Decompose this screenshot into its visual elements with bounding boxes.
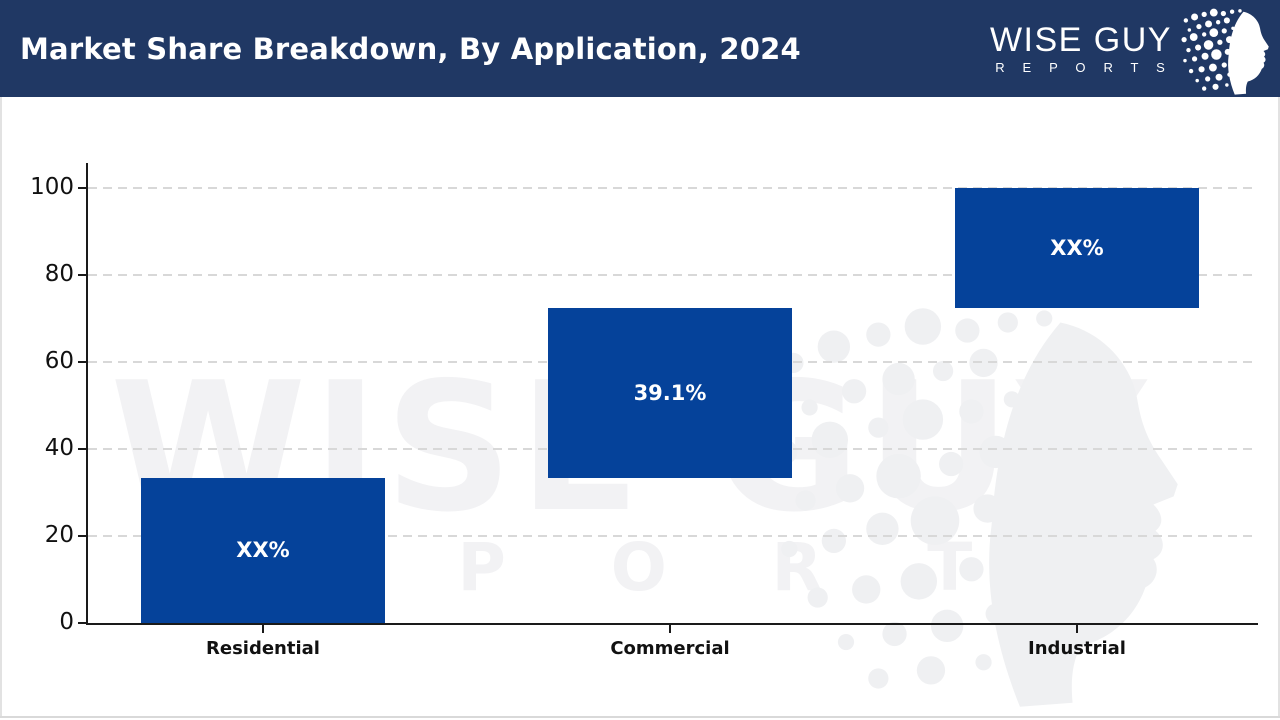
y-tick-label-0: 0	[59, 609, 74, 635]
bar-value-label-residential: XX%	[236, 538, 290, 563]
y-axis-line	[86, 163, 88, 625]
x-tickmark-commercial	[669, 625, 671, 633]
x-tickmark-industrial	[1076, 625, 1078, 633]
brand-name: WISE GUY	[989, 20, 1172, 59]
x-category-label-commercial: Commercial	[610, 638, 730, 659]
gridline-y-80	[88, 274, 1256, 276]
bar-value-label-commercial: 39.1%	[633, 380, 707, 405]
bottom-divider	[0, 716, 1280, 718]
x-tickmark-residential	[262, 625, 264, 633]
header-bar: Market Share Breakdown, By Application, …	[0, 0, 1280, 97]
x-category-label-industrial: Industrial	[1028, 638, 1126, 659]
x-axis-line	[86, 623, 1258, 625]
y-tickmark-20	[78, 535, 86, 537]
bar-industrial: XX%	[955, 188, 1199, 308]
page-title: Market Share Breakdown, By Application, …	[20, 31, 801, 66]
y-tickmark-0	[78, 622, 86, 624]
gridline-y-20	[88, 535, 1256, 537]
brand-logo: WISE GUY R E P O R T S	[990, 0, 1280, 97]
brand-subtitle: R E P O R T S	[995, 59, 1172, 75]
y-tick-label-60: 60	[44, 348, 74, 374]
y-tick-label-20: 20	[44, 522, 74, 548]
y-tick-label-100: 100	[30, 174, 74, 200]
bar-residential: XX%	[141, 477, 385, 623]
y-tickmark-40	[78, 448, 86, 450]
y-tickmark-100	[78, 187, 86, 189]
bar-value-label-industrial: XX%	[1050, 235, 1104, 260]
bar-commercial: 39.1%	[548, 307, 792, 478]
gridline-y-100	[88, 187, 1256, 189]
y-tickmark-80	[78, 274, 86, 276]
y-tickmark-60	[78, 361, 86, 363]
y-tick-label-80: 80	[44, 261, 74, 287]
brand-dotted-face-icon	[1181, 8, 1269, 95]
y-tick-label-40: 40	[44, 435, 74, 461]
x-category-label-residential: Residential	[206, 638, 320, 659]
brand-logo-text: WISE GUY R E P O R T S	[990, 23, 1172, 75]
